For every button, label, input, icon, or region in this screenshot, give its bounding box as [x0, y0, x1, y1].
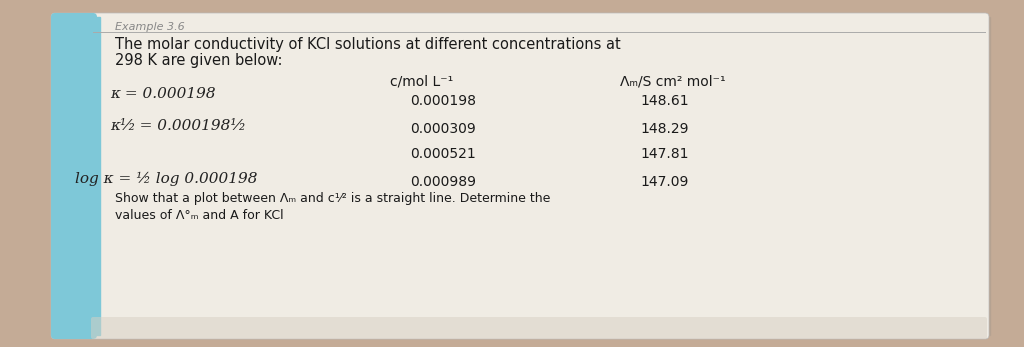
Bar [55, 17, 93, 335]
Text: 0.000309: 0.000309 [410, 122, 476, 136]
FancyBboxPatch shape [51, 13, 989, 339]
Bar [980, 17, 990, 335]
Text: 0.000989: 0.000989 [410, 175, 476, 189]
FancyBboxPatch shape [51, 13, 97, 339]
Text: κ¹⁄₂ = 0.000198¹⁄₂: κ¹⁄₂ = 0.000198¹⁄₂ [110, 119, 245, 133]
Text: log κ = ½ log 0.000198: log κ = ½ log 0.000198 [75, 172, 257, 186]
Text: 148.61: 148.61 [640, 94, 688, 108]
Text: c/mol L⁻¹: c/mol L⁻¹ [390, 74, 454, 88]
Bar [75, 17, 100, 335]
Text: 0.000521: 0.000521 [410, 147, 476, 161]
Text: 148.29: 148.29 [640, 122, 688, 136]
Text: 147.09: 147.09 [640, 175, 688, 189]
Text: Λₘ/S cm² mol⁻¹: Λₘ/S cm² mol⁻¹ [620, 74, 726, 88]
Text: Example 3.6: Example 3.6 [115, 22, 184, 32]
Text: 147.81: 147.81 [640, 147, 688, 161]
Text: 298 K are given below:: 298 K are given below: [115, 53, 283, 68]
Text: Show that a plot between Λₘ and c¹⁄² is a straight line. Determine the: Show that a plot between Λₘ and c¹⁄² is … [115, 192, 550, 205]
Text: κ = 0.000198: κ = 0.000198 [110, 87, 216, 101]
FancyBboxPatch shape [91, 317, 987, 339]
Text: The molar conductivity of KCl solutions at different concentrations at: The molar conductivity of KCl solutions … [115, 37, 621, 52]
Text: values of Λ°ₘ and A for KCl: values of Λ°ₘ and A for KCl [115, 209, 284, 222]
Text: 0.000198: 0.000198 [410, 94, 476, 108]
